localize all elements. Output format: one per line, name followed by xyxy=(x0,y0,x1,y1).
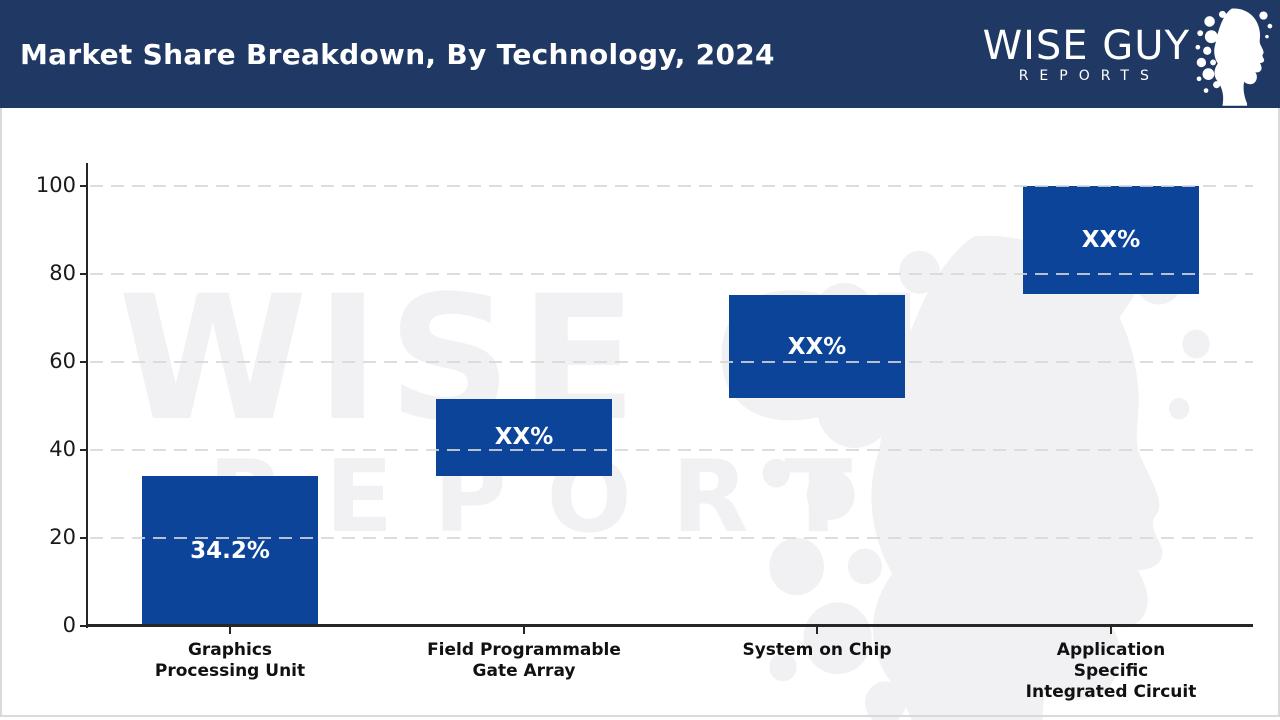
x-category-label-system-on-chip: System on Chip xyxy=(657,640,977,661)
y-axis-line xyxy=(86,163,88,628)
frame-border-bottom xyxy=(0,715,1280,717)
x-category-label-application-specific-integrated-circuit: Application Specific Integrated Circuit xyxy=(951,640,1271,703)
category-label-line: Graphics xyxy=(187,640,273,660)
bar-value-label: XX% xyxy=(787,333,847,360)
category-label-line: Processing Unit xyxy=(154,661,306,681)
bar-field-programmable-gate-array: XX% xyxy=(436,398,612,476)
x-category-label-field-programmable-gate-array: Field Programmable Gate Array xyxy=(364,640,684,682)
y-tick-mark xyxy=(80,449,88,451)
brand-name: WISE GUY xyxy=(982,22,1190,69)
frame-border-left xyxy=(0,108,2,717)
category-label-line: Gate Array xyxy=(472,661,576,681)
brand-logo: WISE GUY REPORTS xyxy=(983,0,1274,108)
y-tick-mark xyxy=(80,185,88,187)
brand-subtitle: REPORTS xyxy=(1018,67,1160,84)
bar-graphics-processing-unit: 34.2% xyxy=(142,475,318,626)
frame-border-right xyxy=(1278,108,1280,717)
bar-value-label: XX% xyxy=(1081,226,1141,253)
gridline xyxy=(90,537,1253,539)
header-bar: Market Share Breakdown, By Technology, 2… xyxy=(0,0,1280,108)
y-tick-mark xyxy=(80,625,88,627)
y-tick-label: 40 xyxy=(49,437,76,461)
y-tick-label: 80 xyxy=(49,261,76,285)
category-label-line: System on Chip xyxy=(742,640,892,660)
brand-head-icon xyxy=(1195,8,1273,106)
gridline xyxy=(90,273,1253,275)
x-tick-mark xyxy=(1110,627,1112,634)
gridline xyxy=(90,185,1253,187)
gridline xyxy=(90,361,1253,363)
page-title: Market Share Breakdown, By Technology, 2… xyxy=(20,37,775,71)
y-tick-label: 20 xyxy=(49,525,76,549)
x-category-label-graphics-processing-unit: Graphics Processing Unit xyxy=(70,640,390,682)
y-tick-mark xyxy=(80,361,88,363)
y-tick-mark xyxy=(80,537,88,539)
bar-application-specific-integrated-circuit: XX% xyxy=(1023,186,1199,294)
bar-value-label: 34.2% xyxy=(190,537,270,564)
y-tick-label: 100 xyxy=(35,173,76,197)
y-tick-label: 0 xyxy=(62,613,76,637)
category-label-line: Specific xyxy=(1073,661,1149,681)
bar-value-label: XX% xyxy=(494,424,554,451)
x-tick-mark xyxy=(523,627,525,634)
brand-logo-text: WISE GUY REPORTS xyxy=(983,25,1190,84)
bar-system-on-chip: XX% xyxy=(729,295,905,399)
y-tick-mark xyxy=(80,273,88,275)
category-label-line: Integrated Circuit xyxy=(1025,682,1197,702)
x-tick-mark xyxy=(229,627,231,634)
x-axis-line xyxy=(86,624,1253,627)
gridline xyxy=(90,449,1253,451)
y-tick-label: 60 xyxy=(49,349,76,373)
category-label-line: Field Programmable xyxy=(427,640,621,660)
category-label-line: Application xyxy=(1056,640,1166,660)
x-tick-mark xyxy=(816,627,818,634)
